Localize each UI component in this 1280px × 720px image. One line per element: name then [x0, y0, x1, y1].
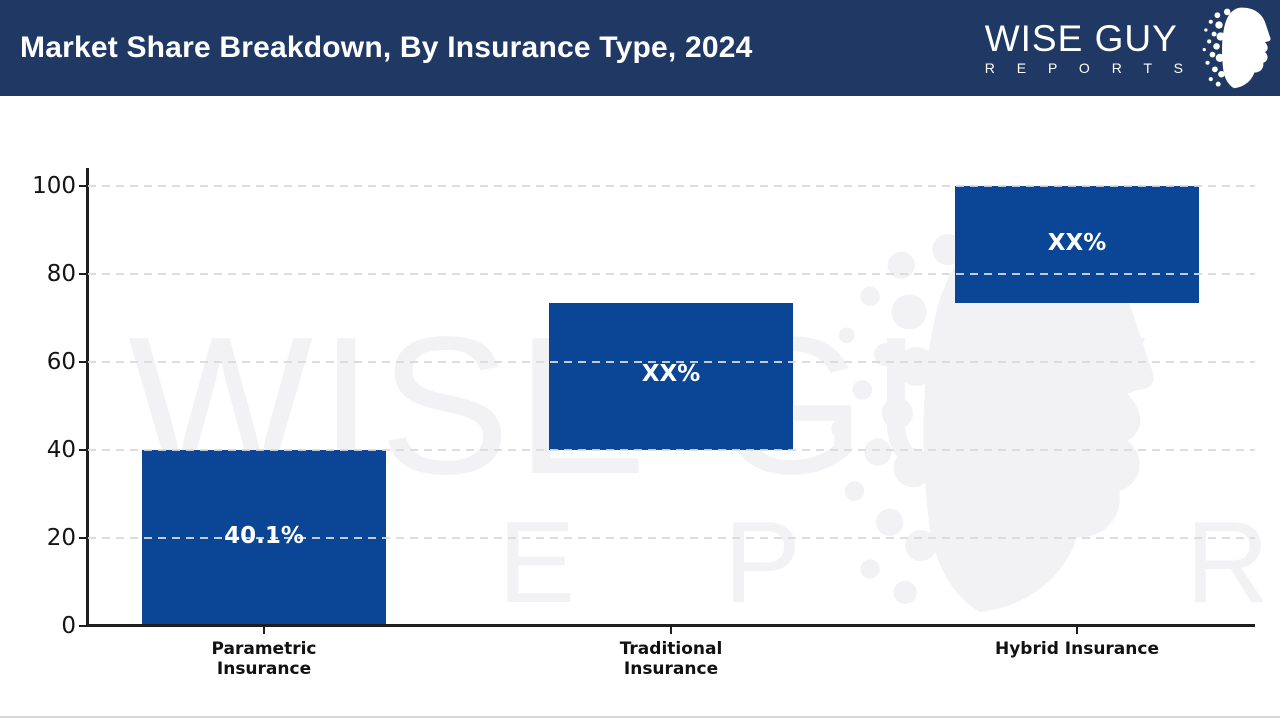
bar-segment-traditional-insurance: [549, 303, 793, 450]
y-axis-line: [86, 168, 89, 627]
x-axis-label: Traditional Insurance: [619, 639, 723, 679]
y-tick-mark: [79, 625, 87, 627]
gridline-40: [88, 449, 1255, 451]
bar-value-label: XX%: [641, 361, 701, 388]
y-tick-label: 80: [46, 261, 76, 287]
page-title: Market Share Breakdown, By Insurance Typ…: [20, 31, 753, 64]
logo-subtext: R E P O R T S: [984, 60, 1192, 76]
x-axis-label: Parametric Insurance: [211, 639, 317, 679]
logo-wordmark: WISE GUY: [984, 18, 1178, 59]
bar-value-label: XX%: [1047, 229, 1107, 256]
y-tick-mark: [79, 537, 87, 539]
gridline-100: [88, 185, 1255, 187]
x-axis-line: [86, 624, 1255, 627]
y-tick-label: 40: [46, 437, 76, 463]
y-tick-mark: [79, 449, 87, 451]
header-bar: Market Share Breakdown, By Insurance Typ…: [0, 0, 1280, 96]
y-tick-mark: [79, 273, 87, 275]
x-axis-label: Hybrid Insurance: [995, 639, 1159, 659]
y-tick-label: 100: [32, 173, 76, 199]
y-tick-label: 20: [46, 525, 76, 551]
logo-text: WISE GUY R E P O R T S: [985, 20, 1192, 76]
y-tick-mark: [79, 361, 87, 363]
gridline-20: [88, 537, 1255, 539]
logo-face-icon: [1202, 7, 1271, 89]
gridline-80: [88, 273, 1255, 275]
y-tick-label: 60: [46, 349, 76, 375]
wise-guy-reports-logo: WISE GUY R E P O R T S: [985, 7, 1274, 89]
bar-value-label: 40.1%: [224, 522, 304, 549]
x-tick-mark: [670, 627, 672, 634]
bottom-rule: [0, 716, 1280, 718]
y-tick-mark: [79, 185, 87, 187]
x-tick-mark: [1076, 627, 1078, 634]
y-tick-label: 0: [61, 613, 76, 639]
x-tick-mark: [263, 627, 265, 634]
gridline-60: [88, 361, 1255, 363]
